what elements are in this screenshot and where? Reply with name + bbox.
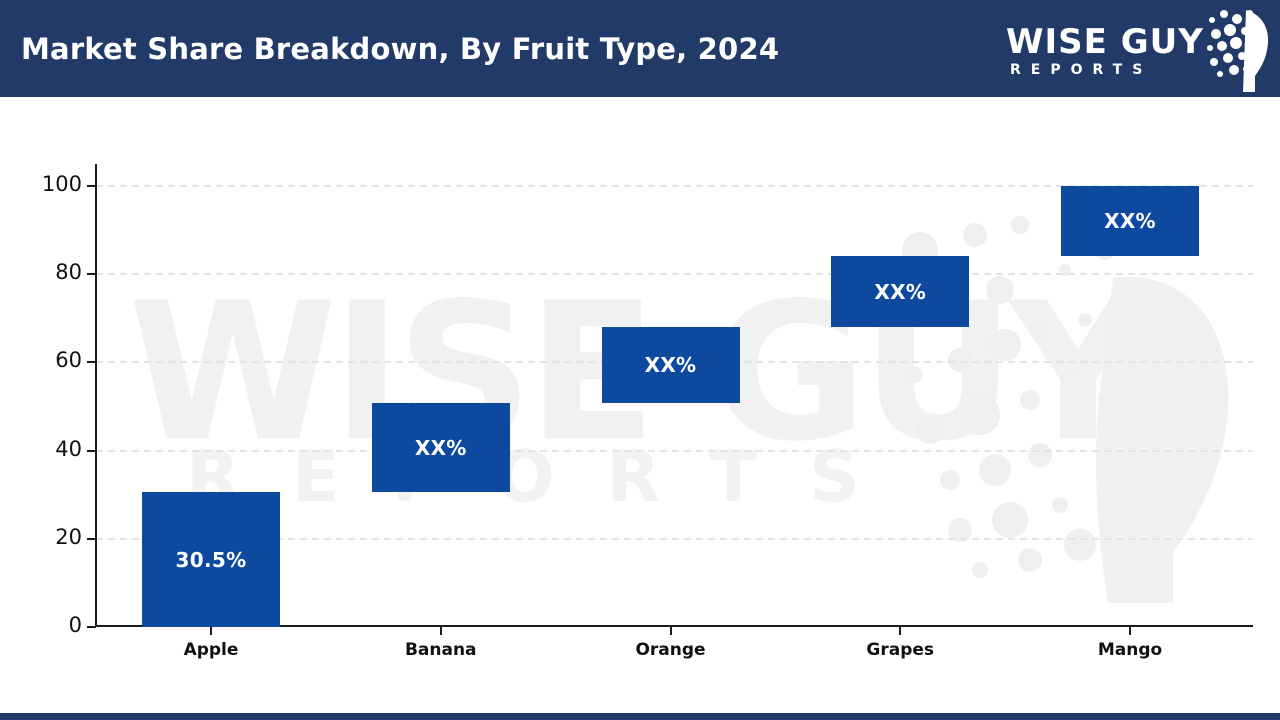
x-axis-line	[95, 625, 1253, 627]
y-axis-line	[95, 164, 97, 627]
x-axis-category-label: Mango	[1097, 640, 1163, 660]
bar-value-label: XX%	[644, 353, 697, 378]
brand-logo: WISE GUY REPORTS	[1006, 4, 1269, 94]
x-axis-tick	[899, 627, 902, 635]
y-axis-tick	[87, 537, 96, 540]
y-axis-tick	[87, 626, 96, 628]
logo-wordmark: WISE GUY	[1006, 22, 1204, 62]
y-axis-tick	[87, 361, 96, 364]
x-axis-category-label: Apple	[183, 640, 239, 660]
y-axis-tick-label: 60	[55, 348, 82, 373]
x-axis-tick	[669, 627, 672, 635]
bar-value-label: XX%	[1104, 209, 1156, 234]
y-axis-tick	[87, 449, 96, 452]
x-axis-category-label: Grapes	[866, 640, 935, 660]
bar-value-label: XX%	[874, 279, 927, 304]
y-axis-tick-label: 80	[55, 260, 82, 285]
y-axis-tick-label: 100	[41, 172, 82, 196]
gridline	[96, 537, 1253, 540]
y-axis-tick-label: 0	[68, 613, 82, 637]
waterfall-bar: XX%	[831, 256, 970, 328]
x-axis-tick	[210, 627, 212, 635]
logo-subtitle: REPORTS	[1010, 62, 1153, 78]
waterfall-bar: XX%	[371, 402, 510, 493]
gridline	[96, 273, 1253, 276]
waterfall-bar: XX%	[601, 327, 740, 403]
x-axis-tick	[1129, 627, 1131, 635]
header-bar: Market Share Breakdown, By Fruit Type, 2…	[0, 0, 1280, 97]
y-axis-tick-label: 40	[55, 436, 82, 461]
x-axis-category-label: Orange	[635, 640, 706, 660]
y-axis-tick	[87, 273, 96, 276]
bar-value-label: XX%	[414, 435, 467, 460]
y-axis-tick	[87, 185, 96, 187]
x-axis-category-label: Banana	[404, 640, 477, 660]
gridline	[96, 449, 1253, 452]
y-axis-tick-label: 20	[55, 524, 82, 549]
chart-title: Market Share Breakdown, By Fruit Type, 2…	[21, 31, 780, 66]
bar-value-label: 30.5%	[175, 547, 247, 572]
x-axis-tick	[439, 627, 442, 635]
waterfall-bar: 30.5%	[142, 492, 280, 627]
logo-face-icon	[1207, 10, 1269, 92]
gridline	[96, 185, 1253, 187]
footer-bar	[0, 713, 1280, 720]
waterfall-bar: XX%	[1061, 186, 1199, 257]
